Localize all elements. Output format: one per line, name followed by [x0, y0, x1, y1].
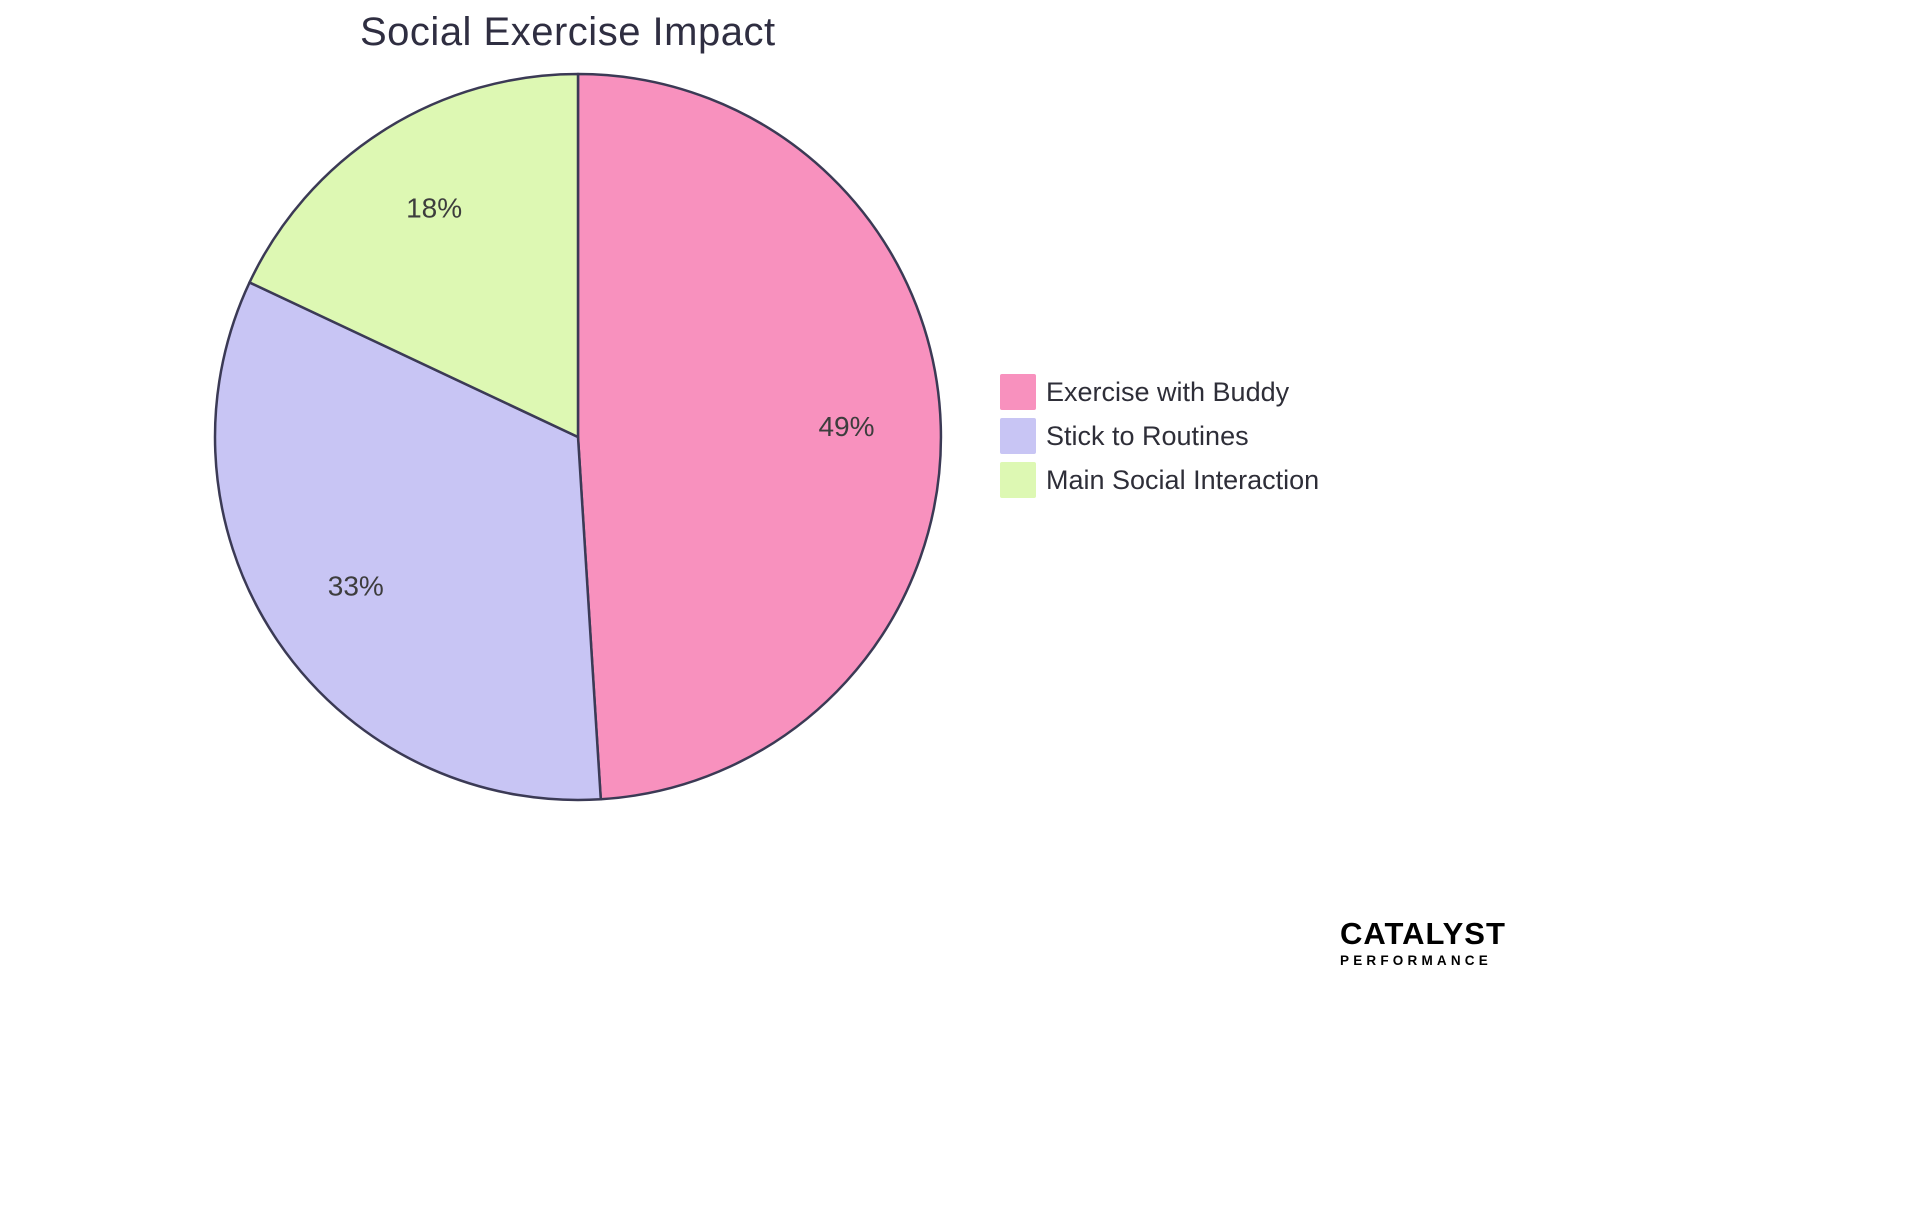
- legend-swatch-lavender: [1000, 418, 1036, 454]
- brand-tagline: PERFORMANCE: [1340, 952, 1492, 968]
- brand-name: CATALYST: [1340, 916, 1506, 951]
- legend-swatch-pink: [1000, 374, 1036, 410]
- brand-logo: CATALYST PERFORMANCE: [1340, 916, 1506, 968]
- pie-slice-0: [576, 72, 943, 801]
- legend-label: Exercise with Buddy: [1046, 376, 1290, 407]
- chart-title: Social Exercise Impact: [360, 10, 776, 54]
- pie-slice-2: [248, 72, 580, 439]
- legend-swatch-green: [1000, 462, 1036, 498]
- legend: Exercise with Buddy Stick to Routines Ma…: [1000, 374, 1319, 506]
- legend-label: Main Social Interaction: [1046, 464, 1320, 495]
- pie-slice-1: [213, 281, 603, 802]
- pie-slice-label-0: 49%: [818, 411, 874, 442]
- legend-label: Stick to Routines: [1046, 420, 1249, 451]
- legend-item: Exercise with Buddy: [1000, 374, 1319, 410]
- pie-slice-label-1: 33%: [328, 570, 384, 601]
- legend-item: Main Social Interaction: [1000, 462, 1319, 498]
- pie-slice-label-2: 18%: [406, 193, 462, 224]
- legend-item: Stick to Routines: [1000, 418, 1319, 454]
